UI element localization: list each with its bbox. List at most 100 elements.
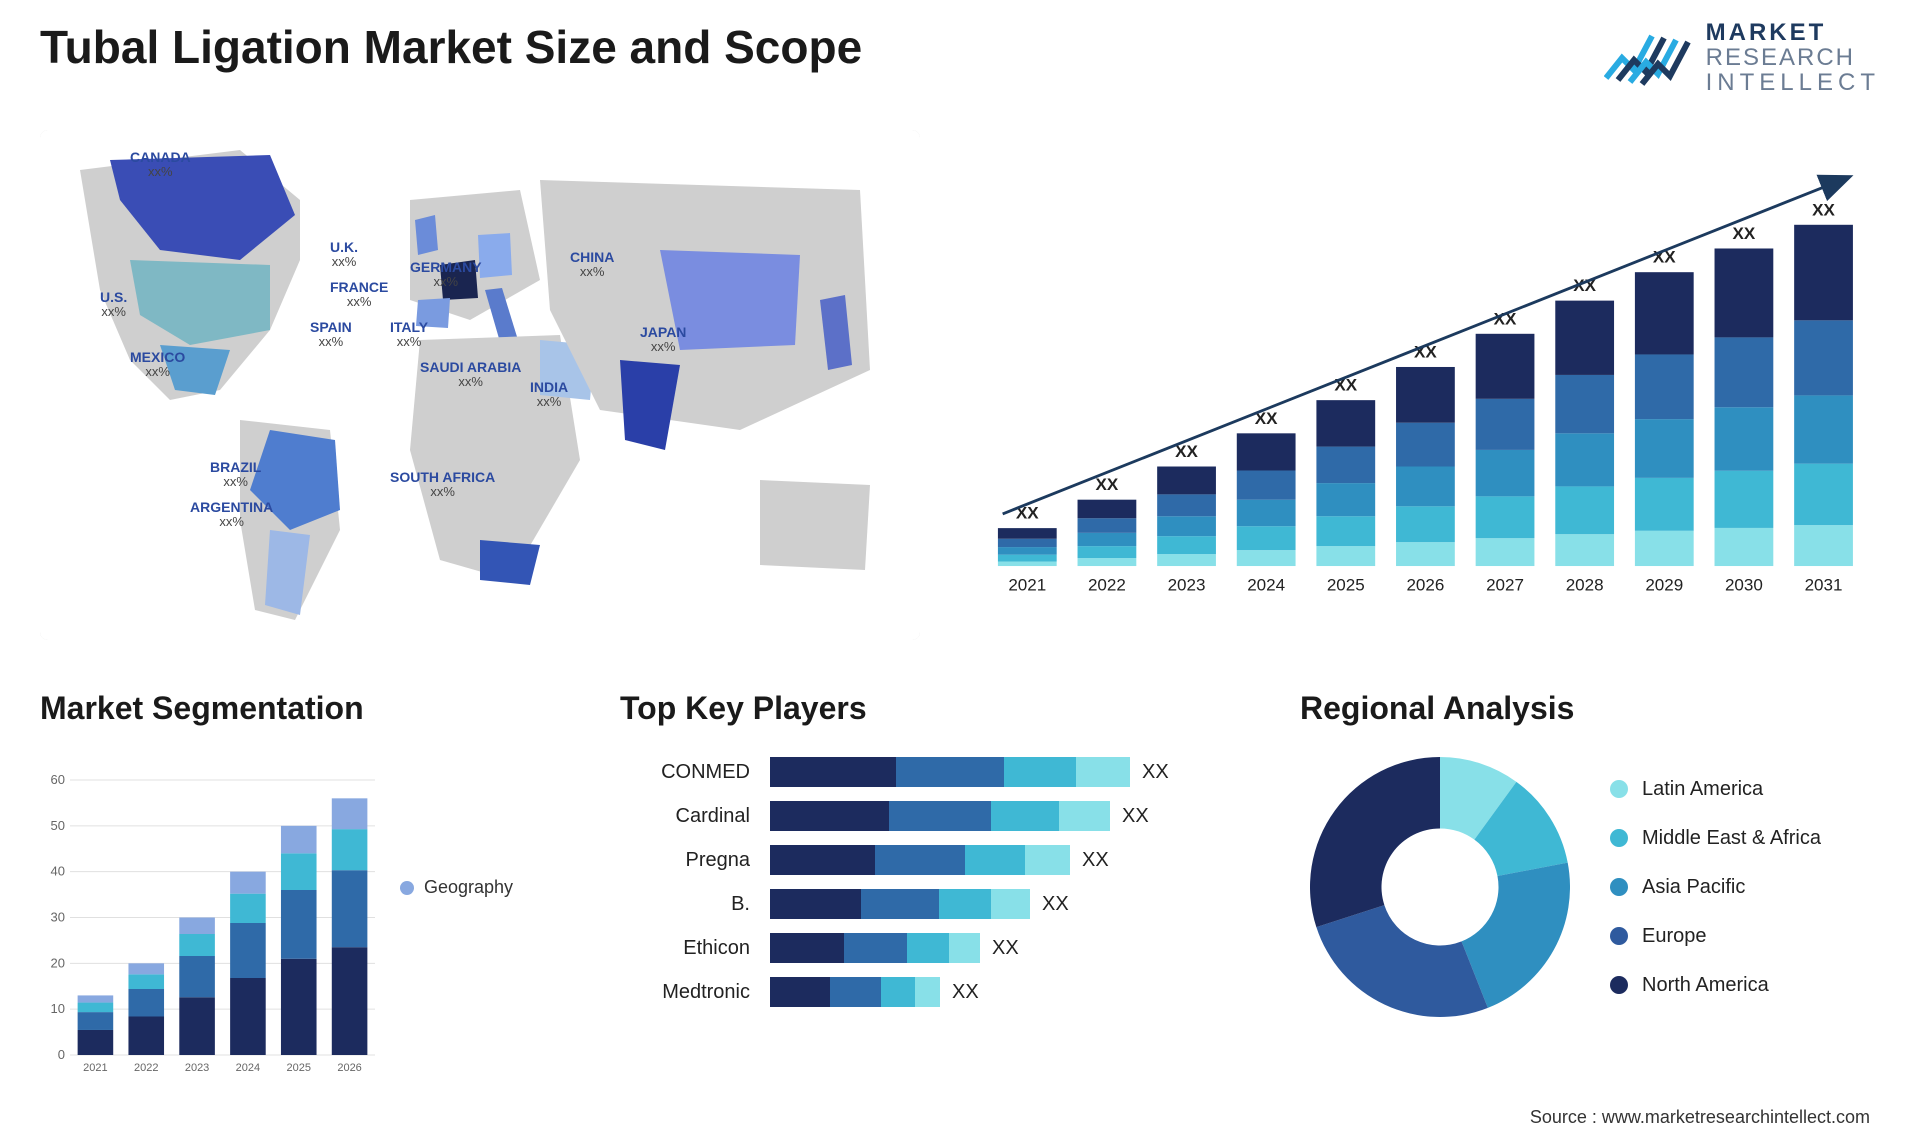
seg-bar-segment <box>128 989 164 1017</box>
players-title: Top Key Players <box>620 690 1240 727</box>
growth-year-label: 2024 <box>1247 576 1285 595</box>
map-country-label: JAPANxx% <box>640 325 686 355</box>
brand-logo: MARKET RESEARCH INTELLECT <box>1604 20 1880 96</box>
svg-text:50: 50 <box>51 818 65 833</box>
growth-bar-segment <box>1635 354 1694 419</box>
seg-bar-segment <box>230 872 266 894</box>
growth-bar-segment <box>1316 483 1375 516</box>
growth-bar-segment <box>998 528 1057 539</box>
growth-bar-segment <box>1396 423 1455 467</box>
map-country-label: CANADAxx% <box>130 150 191 180</box>
players-panel: Top Key Players CONMEDXX Cardinal XX Pregna… <box>620 690 1240 1080</box>
growth-bar-segment <box>1396 506 1455 542</box>
growth-bar-segment <box>1396 542 1455 566</box>
seg-bar-segment <box>332 870 368 947</box>
growth-bar-segment <box>1078 533 1137 546</box>
growth-year-label: 2026 <box>1406 576 1444 595</box>
legend-dot-icon <box>1610 976 1628 994</box>
seg-bar-segment <box>281 959 317 1055</box>
seg-bar-segment <box>179 934 215 956</box>
player-row: MedtronicXX <box>620 977 1240 1007</box>
growth-bar-label: XX <box>1096 475 1119 494</box>
growth-bar-segment <box>1237 526 1296 550</box>
map-country-label: BRAZILxx% <box>210 460 261 490</box>
growth-bar-segment <box>1794 225 1853 321</box>
segmentation-legend: Geography <box>400 877 513 898</box>
growth-bar-segment <box>1157 516 1216 536</box>
growth-bar-segment <box>1794 525 1853 566</box>
player-row: Ethicon XX <box>620 933 1240 963</box>
growth-year-label: 2028 <box>1566 576 1604 595</box>
player-row: B.XX <box>620 889 1240 919</box>
region-legend-item: Asia Pacific <box>1610 876 1821 899</box>
player-value: XX <box>1142 761 1169 784</box>
logo-icon <box>1604 28 1694 88</box>
seg-bar-segment <box>78 1030 114 1055</box>
svg-text:2023: 2023 <box>185 1062 209 1074</box>
regional-title: Regional Analysis <box>1300 690 1870 727</box>
growth-bar-label: XX <box>1733 224 1756 243</box>
seg-bar-segment <box>179 918 215 935</box>
player-bar <box>770 757 1130 787</box>
growth-bar-segment <box>1157 494 1216 516</box>
svg-text:40: 40 <box>51 864 65 879</box>
logo-line-1: MARKET <box>1706 20 1880 45</box>
region-legend-label: Asia Pacific <box>1642 876 1745 899</box>
player-value: XX <box>952 981 979 1004</box>
growth-bar-segment <box>1237 433 1296 470</box>
growth-bar-segment <box>1237 470 1296 499</box>
growth-bar-segment <box>1715 471 1774 528</box>
svg-text:0: 0 <box>58 1047 65 1062</box>
growth-bar-segment <box>998 561 1057 566</box>
region-legend-label: North America <box>1642 974 1769 997</box>
region-legend-label: Middle East & Africa <box>1642 827 1821 850</box>
player-name: Ethicon <box>620 937 750 960</box>
segmentation-legend-label: Geography <box>424 877 513 898</box>
seg-bar-segment <box>230 894 266 923</box>
growth-bar-segment <box>1715 528 1774 566</box>
legend-dot-icon <box>1610 780 1628 798</box>
map-country-label: U.K.xx% <box>330 240 358 270</box>
page-title: Tubal Ligation Market Size and Scope <box>40 20 862 74</box>
seg-bar-segment <box>230 978 266 1055</box>
seg-bar-segment <box>78 995 114 1002</box>
growth-bar-chart: XX2021XX2022XX2023XX2024XX2025XX2026XX20… <box>960 130 1870 604</box>
player-row: CONMEDXX <box>620 757 1240 787</box>
svg-text:2022: 2022 <box>134 1062 158 1074</box>
region-legend-item: Latin America <box>1610 778 1821 801</box>
player-name: Cardinal <box>620 805 750 828</box>
growth-bar-segment <box>1237 500 1296 527</box>
region-legend-label: Latin America <box>1642 778 1763 801</box>
map-country-label: INDIAxx% <box>530 380 568 410</box>
growth-bar-segment <box>1555 301 1614 375</box>
map-country-label: SOUTH AFRICAxx% <box>390 470 495 500</box>
growth-bar-segment <box>1396 467 1455 507</box>
growth-year-label: 2025 <box>1327 576 1365 595</box>
players-list: CONMEDXXCardinalXXPregnaXXB.XXEthiconXXM… <box>620 747 1240 1007</box>
growth-bar-segment <box>1555 433 1614 486</box>
growth-bar-segment <box>1715 407 1774 471</box>
map-country-label: U.S.xx% <box>100 290 127 320</box>
region-legend-label: Europe <box>1642 925 1707 948</box>
growth-bar-segment <box>1555 534 1614 566</box>
growth-bar-segment <box>1078 558 1137 566</box>
growth-bar-segment <box>1794 395 1853 463</box>
seg-bar-segment <box>78 1012 114 1030</box>
map-country-label: FRANCExx% <box>330 280 388 310</box>
player-value: XX <box>992 937 1019 960</box>
header: Tubal Ligation Market Size and Scope MAR… <box>40 20 1880 96</box>
growth-year-label: 2021 <box>1008 576 1046 595</box>
region-legend-item: Middle East & Africa <box>1610 827 1821 850</box>
growth-bar-segment <box>1316 546 1375 566</box>
bottom-row: Market Segmentation 01020304050602021202… <box>40 690 1870 1080</box>
growth-bar-segment <box>1078 518 1137 533</box>
logo-line-2: RESEARCH <box>1706 45 1880 70</box>
legend-dot-icon <box>1610 878 1628 896</box>
player-bar <box>770 801 1110 831</box>
growth-year-label: 2027 <box>1486 576 1524 595</box>
svg-text:10: 10 <box>51 1001 65 1016</box>
map-country-label: SPAINxx% <box>310 320 352 350</box>
player-value: XX <box>1122 805 1149 828</box>
player-name: Pregna <box>620 849 750 872</box>
svg-text:60: 60 <box>51 772 65 787</box>
